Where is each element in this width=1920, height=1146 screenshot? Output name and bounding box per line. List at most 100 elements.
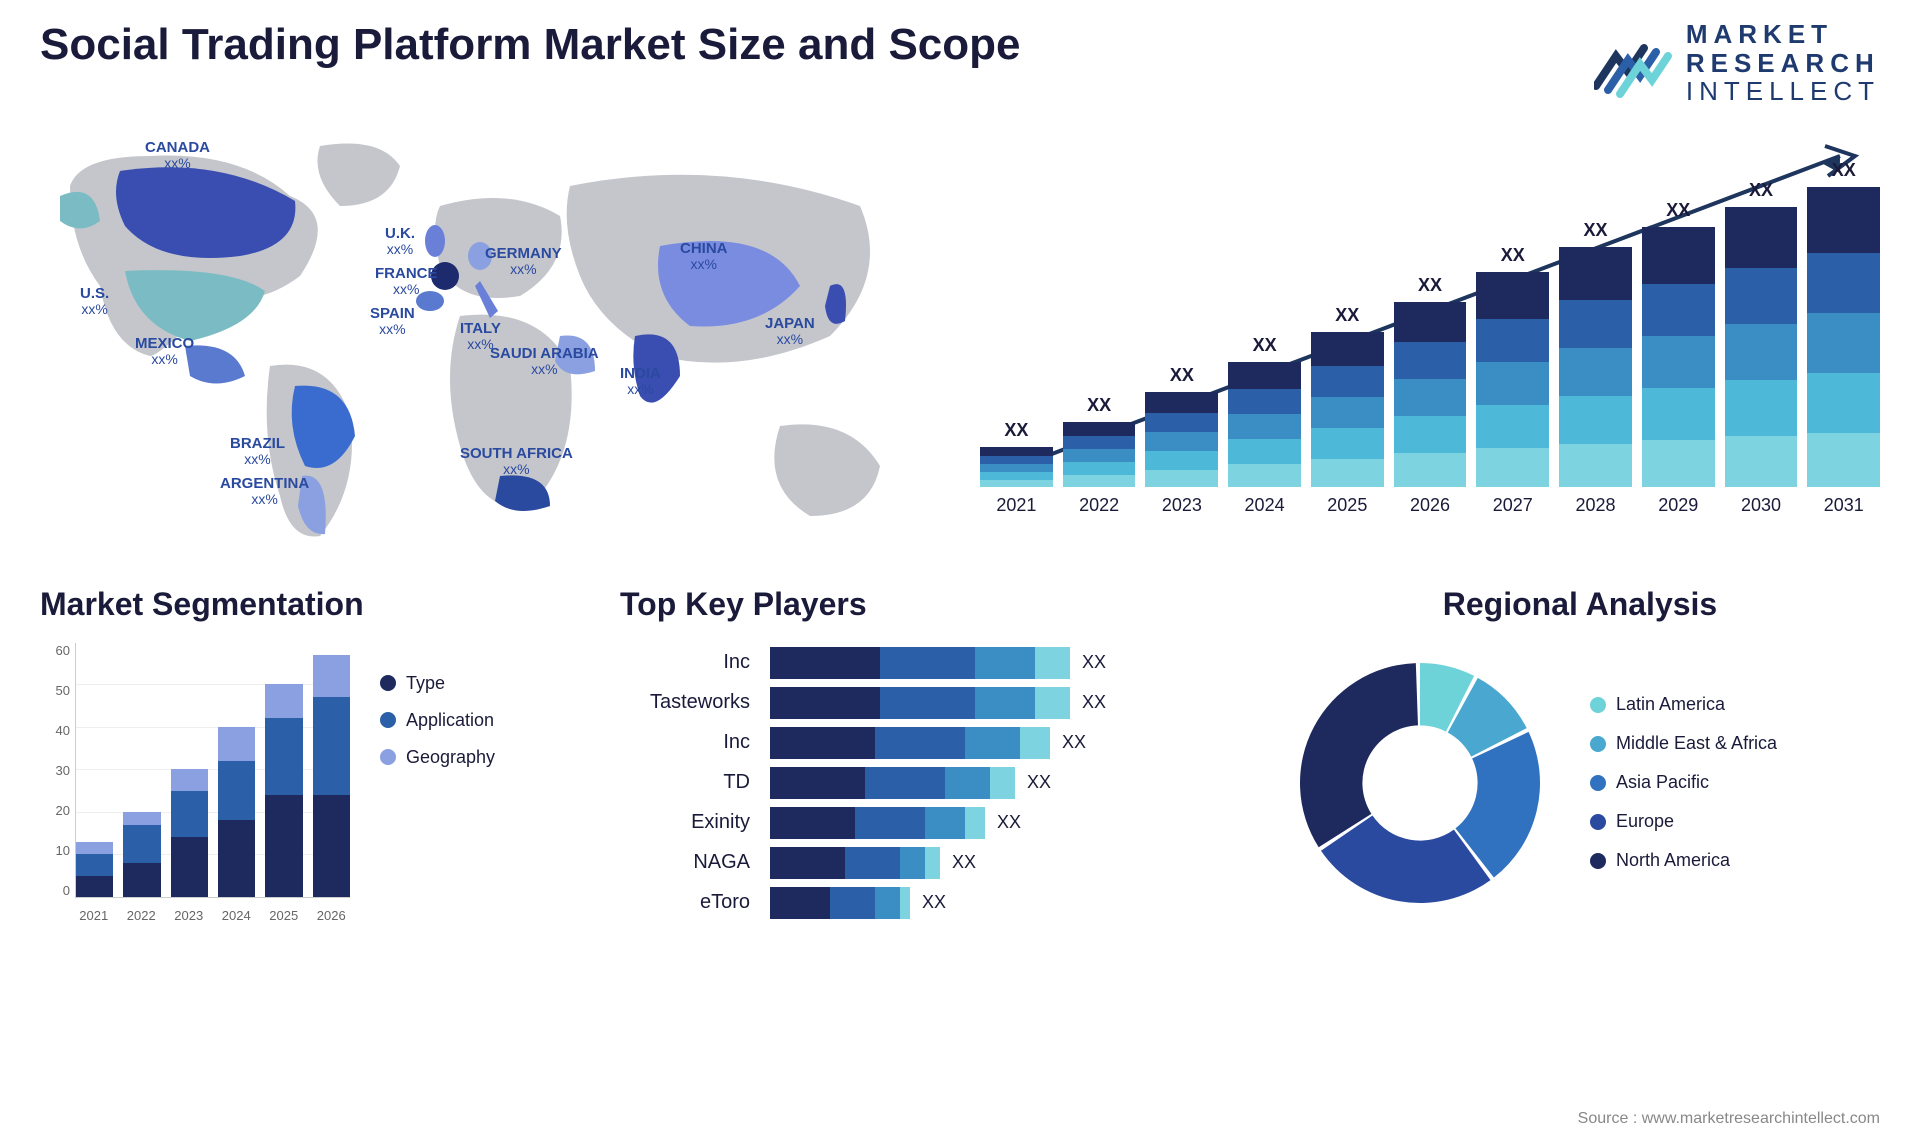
segmentation-bar [313,655,350,897]
player-name: eToro [620,891,750,914]
growth-year-label: 2030 [1741,495,1781,516]
growth-year-label: 2023 [1162,495,1202,516]
growth-year-label: 2028 [1575,495,1615,516]
map-country-label: CANADAxx% [145,140,210,172]
player-name: TD [620,771,750,794]
players-labels: Inc Tasteworks Inc TD Exinity NAGA eToro [620,643,750,923]
player-bar-row: XX [770,647,1240,679]
growth-year-label: 2029 [1658,495,1698,516]
legend-item: Type [380,673,495,694]
legend-item: Application [380,710,495,731]
header: Social Trading Platform Market Size and … [40,20,1880,106]
players-panel: Top Key Players Inc Tasteworks Inc TD Exinit… [620,586,1240,923]
player-value: XX [997,812,1021,833]
segmentation-bar [123,812,160,897]
regional-donut [1280,643,1560,923]
player-value: XX [1062,732,1086,753]
top-row: CANADAxx% U.S.xx% MEXICOxx% BRAZILxx% ARGENT… [40,126,1880,546]
growth-bar: XX2022 [1063,395,1136,516]
segmentation-bar [218,727,255,897]
players-bars: XX XX XX XX XX XX XX [770,643,1240,923]
legend-item: Geography [380,747,495,768]
growth-chart: XX2021XX2022XX2023XX2024XX2025XX2026XX20… [980,176,1880,516]
player-value: XX [1082,652,1106,673]
growth-year-label: 2026 [1410,495,1450,516]
map-country-label: JAPANxx% [765,316,815,348]
page-title: Social Trading Platform Market Size and … [40,20,1020,70]
growth-year-label: 2021 [996,495,1036,516]
map-country-label: ARGENTINAxx% [220,476,309,508]
growth-bar-value: XX [1584,220,1608,241]
growth-bar-value: XX [1666,200,1690,221]
map-country-label: CHINAxx% [680,241,728,273]
player-bar-row: XX [770,687,1240,719]
source-attribution: Source : www.marketresearchintellect.com [1578,1110,1880,1128]
growth-bar: XX 2021 [980,420,1053,516]
growth-bar-value: XX [1170,365,1194,386]
bottom-row: Market Segmentation 6050403020100 202120… [40,586,1880,923]
segmentation-title: Market Segmentation [40,586,580,623]
legend-item: Europe [1590,811,1777,832]
player-bar-row: XX [770,887,1240,919]
segmentation-legend: Type Application Geography [380,643,495,923]
growth-year-label: 2025 [1327,495,1367,516]
legend-item: Asia Pacific [1590,772,1777,793]
player-value: XX [1082,692,1106,713]
growth-bar-value: XX [1253,335,1277,356]
map-country-label: MEXICOxx% [135,336,194,368]
growth-bar-value: XX [1749,180,1773,201]
map-country-label: INDIAxx% [620,366,661,398]
growth-bar-value: XX [1087,395,1111,416]
player-bar-row: XX [770,767,1240,799]
player-bar-row: XX [770,807,1240,839]
player-bar-row: XX [770,847,1240,879]
map-country-label: U.S.xx% [80,286,109,318]
map-country-label: SPAINxx% [370,306,415,338]
logo-mark-icon [1594,28,1674,98]
segmentation-panel: Market Segmentation 6050403020100 202120… [40,586,580,923]
map-country-label: BRAZILxx% [230,436,285,468]
player-value: XX [922,892,946,913]
growth-bar-value: XX [1832,160,1856,181]
growth-chart-panel: XX2021XX2022XX2023XX2024XX2025XX2026XX20… [980,126,1880,546]
logo-text: MARKET RESEARCH INTELLECT [1686,20,1880,106]
map-country-label: SAUDI ARABIAxx% [490,346,599,378]
map-country-label: GERMANYxx% [485,246,562,278]
player-name: Exinity [620,811,750,834]
players-title: Top Key Players [620,586,1240,623]
regional-panel: Regional Analysis Latin America Middle Ea… [1280,586,1880,923]
growth-bar: XX 2029 [1642,200,1715,516]
growth-bar-value: XX [1335,305,1359,326]
legend-item: Latin America [1590,694,1777,715]
map-country-label: FRANCExx% [375,266,438,298]
donut-segment [1300,663,1418,847]
map-country-label: SOUTH AFRICAxx% [460,446,573,478]
player-name: Tasteworks [620,691,750,714]
world-map-panel: CANADAxx% U.S.xx% MEXICOxx% BRAZILxx% ARGENT… [40,126,940,546]
regional-title: Regional Analysis [1280,586,1880,623]
growth-bar: XX 2025 [1311,305,1384,516]
player-name: NAGA [620,851,750,874]
growth-bar-value: XX [1501,245,1525,266]
player-name: Inc [620,731,750,754]
growth-bar: XX 2024 [1228,335,1301,516]
growth-bar: XX 2030 [1725,180,1798,516]
growth-bar: XX 2028 [1559,220,1632,516]
growth-bar: XX 2026 [1394,275,1467,516]
growth-bar: XX 2031 [1807,160,1880,516]
segmentation-bar [265,684,302,897]
growth-year-label: 2024 [1245,495,1285,516]
regional-legend: Latin America Middle East & Africa Asia Pa… [1590,694,1777,871]
growth-year-label: 2027 [1493,495,1533,516]
player-name: Inc [620,651,750,674]
legend-item: Middle East & Africa [1590,733,1777,754]
growth-bar-value: XX [1004,420,1028,441]
player-value: XX [952,852,976,873]
segmentation-chart: 6050403020100 202120222023202420252026 [40,643,350,923]
player-value: XX [1027,772,1051,793]
growth-bar: XX 2027 [1476,245,1549,516]
segmentation-bar [76,842,113,897]
brand-logo: MARKET RESEARCH INTELLECT [1594,20,1880,106]
growth-bar-value: XX [1418,275,1442,296]
growth-year-label: 2031 [1824,495,1864,516]
